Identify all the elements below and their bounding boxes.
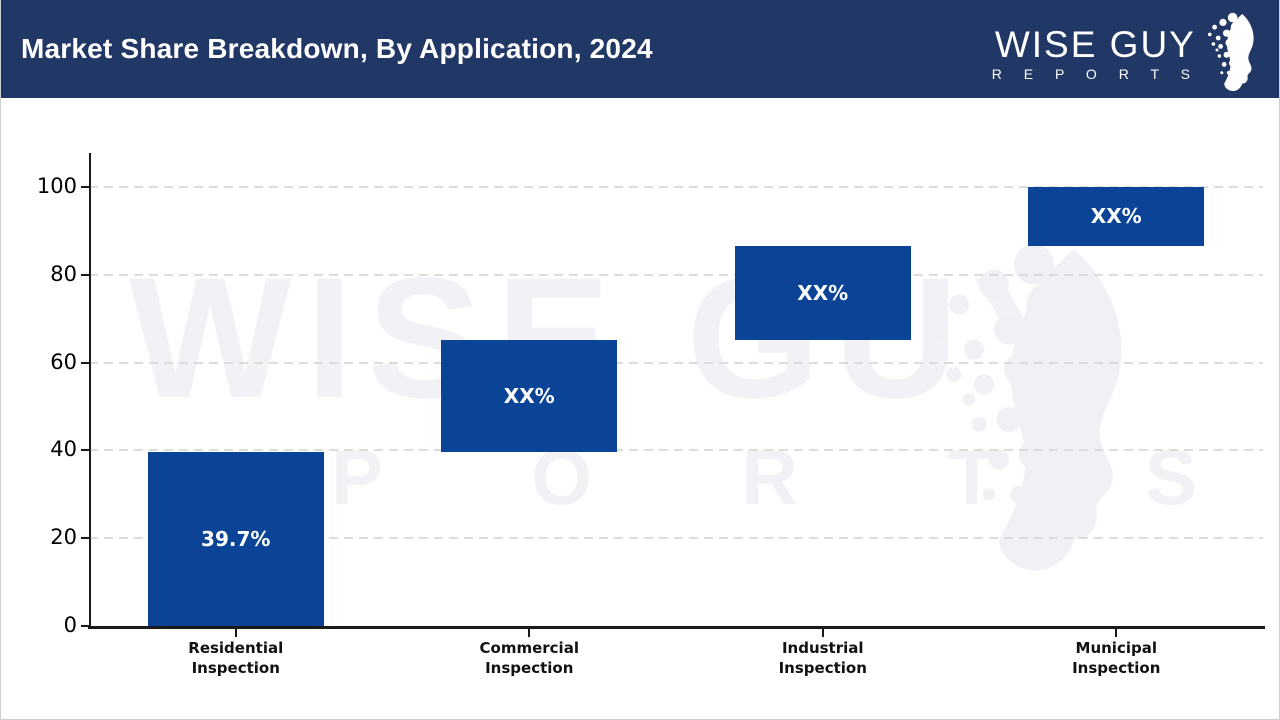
y-axis-tick-label: 80	[50, 261, 77, 286]
chart-title: Market Share Breakdown, By Application, …	[21, 33, 653, 64]
bar-value-label: XX%	[1090, 204, 1142, 229]
bar-segment: XX%	[1028, 187, 1205, 246]
y-axis-tick-mark	[81, 273, 89, 276]
x-axis-tick-mark	[528, 629, 531, 637]
bar-value-label: XX%	[503, 383, 555, 408]
y-axis-tick-mark	[81, 361, 89, 364]
y-axis-tick-mark	[81, 449, 89, 452]
gridline	[89, 273, 1263, 276]
y-axis-tick-label: 40	[50, 437, 77, 462]
brand-head-dots-icon	[1208, 12, 1254, 92]
gridline	[89, 537, 1263, 540]
brand-logo-text: WISE GUY R E P O R T S	[992, 26, 1199, 81]
x-axis-tick-mark	[821, 629, 824, 637]
bar-segment: XX%	[734, 245, 911, 340]
gridline	[89, 449, 1263, 452]
bar-segment: XX%	[441, 339, 618, 452]
bar-value-label: XX%	[797, 280, 849, 305]
y-axis-tick-label: 100	[36, 174, 77, 198]
y-axis-line	[89, 153, 91, 629]
x-axis-tick-mark	[234, 629, 237, 637]
brand-tagline: R E P O R T S	[991, 65, 1199, 82]
header-bar: Market Share Breakdown, By Application, …	[1, 0, 1279, 98]
x-axis-category-label: Residential Inspection	[188, 639, 284, 677]
brand-logo: WISE GUY R E P O R T S	[992, 8, 1265, 98]
y-axis-tick-mark	[81, 186, 89, 188]
x-axis-category-label: Commercial Inspection	[479, 639, 579, 677]
y-axis-tick-label: 60	[50, 349, 77, 374]
bar-value-label: 39.7%	[201, 526, 271, 551]
x-axis-category-label: Municipal Inspection	[1072, 639, 1161, 677]
gridline	[89, 361, 1263, 364]
gridline	[89, 186, 1263, 188]
y-axis-tick-mark	[81, 537, 89, 540]
bar-segment: 39.7%	[147, 451, 324, 626]
y-axis-tick-label: 0	[63, 613, 77, 637]
y-axis-tick-mark	[81, 625, 89, 627]
brand-name: WISE GUY	[994, 23, 1196, 65]
x-axis-line	[88, 626, 1265, 629]
y-axis-tick-label: 20	[50, 525, 77, 550]
x-axis-tick-mark	[1115, 629, 1118, 637]
x-axis-category-label: Industrial Inspection	[778, 639, 867, 677]
